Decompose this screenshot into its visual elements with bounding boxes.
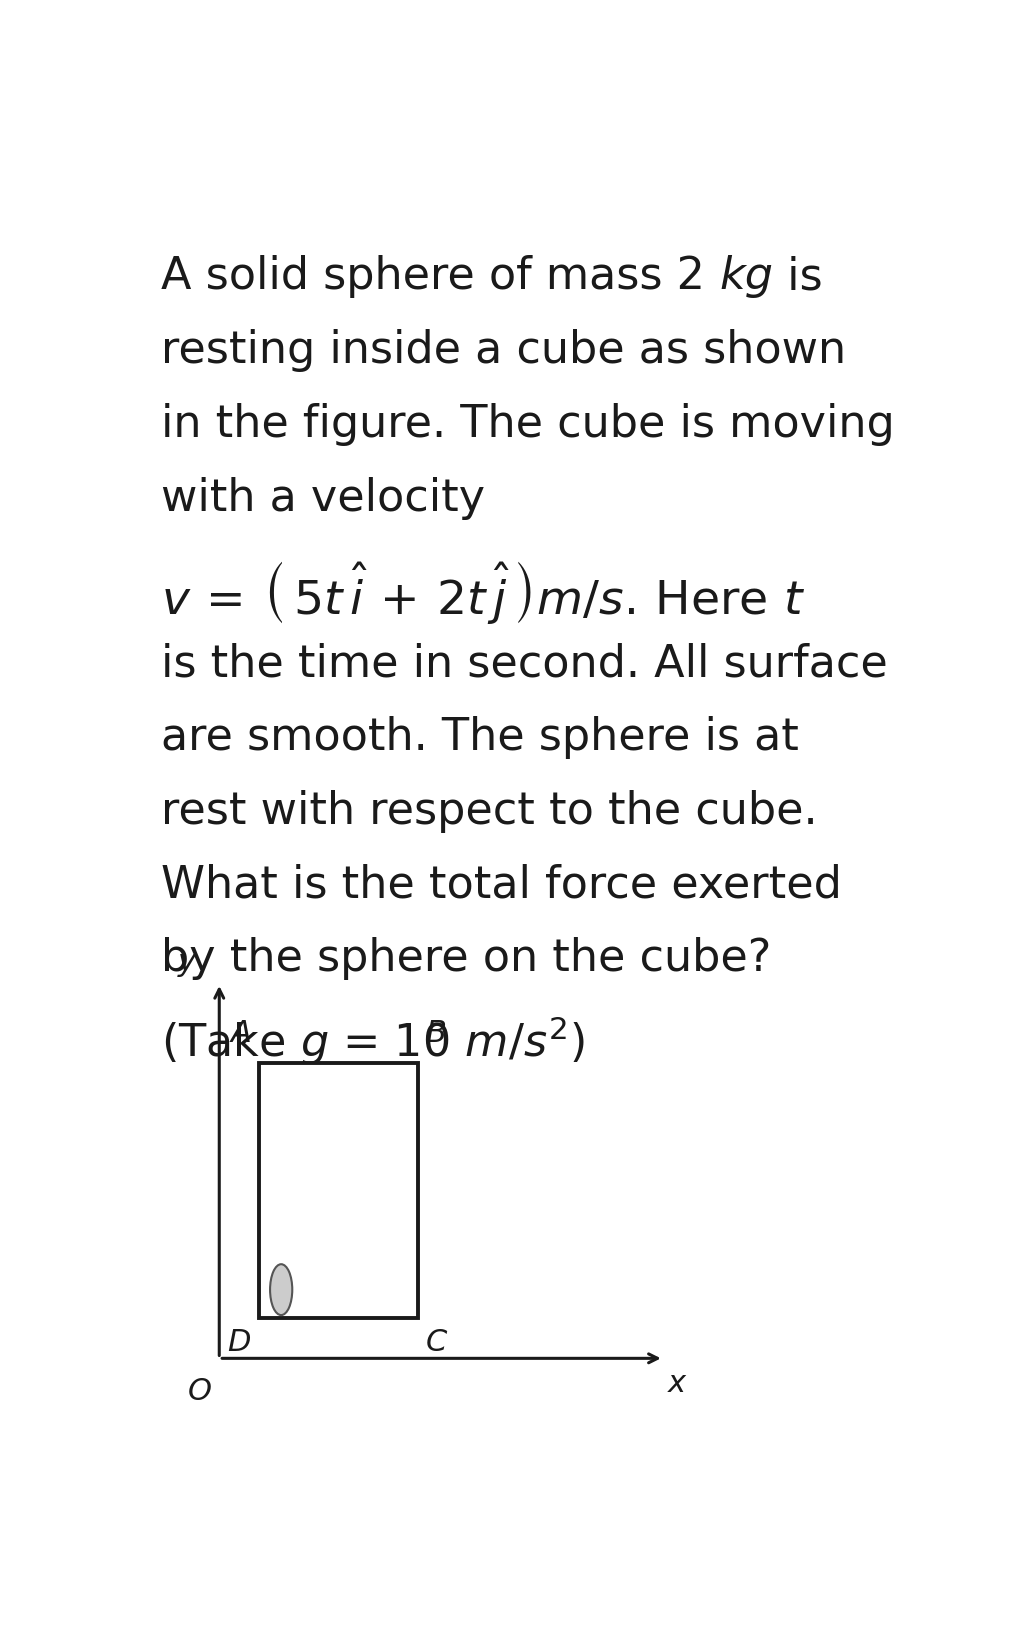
Ellipse shape [270, 1264, 292, 1315]
Text: kg: kg [720, 256, 773, 299]
Text: (Take $g$ = 10 $m/s^2$): (Take $g$ = 10 $m/s^2$) [162, 1014, 585, 1069]
Text: $v\,=\,\left(\,5t\,\hat{i}\,+\,2t\,\hat{j}\,\right)m/s.\,$Here $t$: $v\,=\,\left(\,5t\,\hat{i}\,+\,2t\,\hat{… [162, 560, 805, 626]
Text: resting inside a cube as shown: resting inside a cube as shown [162, 329, 847, 372]
Text: y: y [177, 948, 196, 976]
Text: by the sphere on the cube?: by the sphere on the cube? [162, 937, 772, 980]
Text: x: x [668, 1368, 686, 1398]
Text: D: D [227, 1328, 251, 1356]
Text: B: B [426, 1019, 446, 1047]
Text: is: is [773, 256, 823, 299]
Text: rest with respect to the cube.: rest with respect to the cube. [162, 790, 818, 833]
Text: What is the total force exerted: What is the total force exerted [162, 864, 842, 907]
Text: are smooth. The sphere is at: are smooth. The sphere is at [162, 715, 799, 758]
Text: A solid sphere of mass 2: A solid sphere of mass 2 [162, 256, 720, 299]
Text: in the figure. The cube is moving: in the figure. The cube is moving [162, 403, 895, 446]
Text: A: A [230, 1019, 251, 1047]
Text: with a velocity: with a velocity [162, 477, 485, 520]
Bar [259, 1064, 418, 1318]
Text: is the time in second. All surface: is the time in second. All surface [162, 643, 888, 686]
Text: O: O [187, 1378, 211, 1406]
Text: C: C [426, 1328, 446, 1356]
